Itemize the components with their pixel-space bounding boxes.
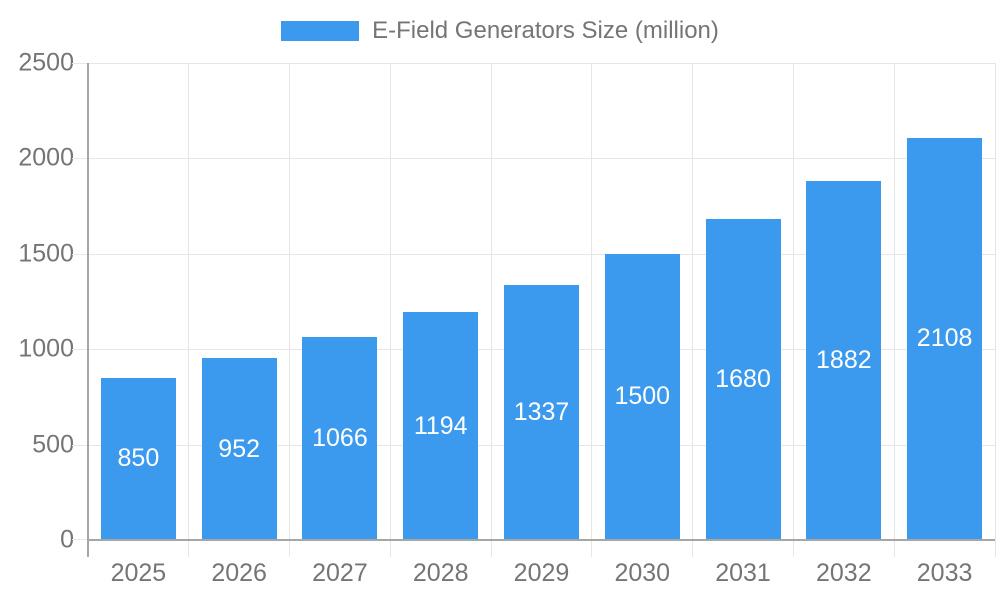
bar-value-label: 1680 — [715, 365, 771, 394]
gridline-horizontal — [88, 158, 995, 160]
y-tick-label-500: 500 — [32, 430, 74, 459]
y-axis-tick — [72, 539, 88, 540]
legend-item[interactable]: E-Field Generators Size (million) — [281, 17, 719, 45]
y-tick-label-1000: 1000 — [18, 334, 74, 363]
y-axis-labels: 0 500 1000 1500 2000 2500 — [0, 49, 74, 554]
x-tick-label-2030: 2030 — [614, 559, 671, 587]
x-axis-tick — [389, 540, 391, 557]
x-axis-labels: 2025 2026 2027 2028 2029 2030 2031 2032 2033 — [88, 558, 995, 590]
x-tick-label-2029: 2029 — [513, 559, 570, 587]
gridline-vertical — [188, 63, 190, 540]
x-tick-label-2027: 2027 — [312, 559, 368, 587]
x-axis-tick — [490, 540, 492, 557]
x-axis-line — [88, 539, 995, 541]
bar-2025[interactable]: 850 — [100, 377, 176, 540]
x-axis-tick — [994, 540, 996, 557]
gridline-vertical — [389, 63, 391, 540]
x-axis-tick — [792, 540, 794, 557]
x-axis-tick — [188, 540, 190, 557]
y-axis-tick — [72, 444, 88, 446]
y-tick-label-0: 0 — [60, 525, 74, 554]
x-tick-label-2028: 2028 — [412, 559, 469, 587]
gridline-vertical — [692, 63, 694, 540]
x-tick-label-2032: 2032 — [816, 559, 872, 587]
x-tick-label-2033: 2033 — [916, 559, 973, 587]
x-axis-tick — [692, 540, 694, 557]
bar-2027[interactable]: 1066 — [302, 336, 378, 540]
plot-area: 850 952 1066 1194 1337 1500 1680 1882 2108 — [72, 63, 996, 557]
y-axis-tick — [72, 158, 88, 160]
y-tick-label-1500: 1500 — [18, 239, 74, 268]
bar-2032[interactable]: 1882 — [806, 180, 882, 540]
bar-2029[interactable]: 1337 — [504, 284, 579, 540]
bar-2033[interactable]: 2108 — [907, 137, 983, 540]
bar-value-label: 850 — [117, 444, 160, 473]
gridline-vertical — [792, 63, 794, 540]
x-axis-tick — [893, 540, 895, 557]
bar-value-label: 1066 — [312, 423, 368, 452]
x-tick-label-2026: 2026 — [211, 559, 267, 587]
gridline-vertical — [591, 63, 593, 540]
bar-value-label: 2108 — [916, 324, 973, 353]
gridline-horizontal — [88, 63, 995, 64]
x-tick-label-2031: 2031 — [715, 559, 771, 587]
y-axis-tick — [72, 253, 88, 255]
legend-label: E-Field Generators Size (million) — [372, 17, 719, 44]
gridline-vertical — [994, 63, 996, 540]
y-tick-label-2500: 2500 — [18, 48, 74, 77]
gridline-vertical — [893, 63, 895, 540]
bar-value-label: 1882 — [816, 345, 872, 374]
x-axis-tick — [591, 540, 593, 557]
bar-2028[interactable]: 1194 — [403, 312, 479, 540]
y-axis-tick — [72, 349, 88, 351]
legend-color-swatch — [281, 21, 360, 41]
bar-value-label: 952 — [218, 434, 261, 463]
gridline-vertical — [490, 63, 492, 540]
x-axis-tick — [289, 540, 291, 557]
x-tick-label-2025: 2025 — [110, 559, 167, 587]
bar-2026[interactable]: 952 — [201, 358, 277, 540]
legend: E-Field Generators Size (million) — [0, 10, 1000, 52]
bar-value-label: 1500 — [614, 382, 671, 411]
bar-value-label: 1194 — [413, 411, 468, 440]
gridline-horizontal — [88, 253, 995, 255]
y-tick-label-2000: 2000 — [18, 143, 74, 172]
gridline-vertical — [289, 63, 291, 540]
bar-value-label: 1337 — [513, 397, 570, 426]
y-axis-line — [87, 63, 89, 557]
bar-2030[interactable]: 1500 — [604, 253, 680, 540]
bar-2031[interactable]: 1680 — [705, 219, 781, 540]
y-axis-tick — [72, 63, 88, 64]
